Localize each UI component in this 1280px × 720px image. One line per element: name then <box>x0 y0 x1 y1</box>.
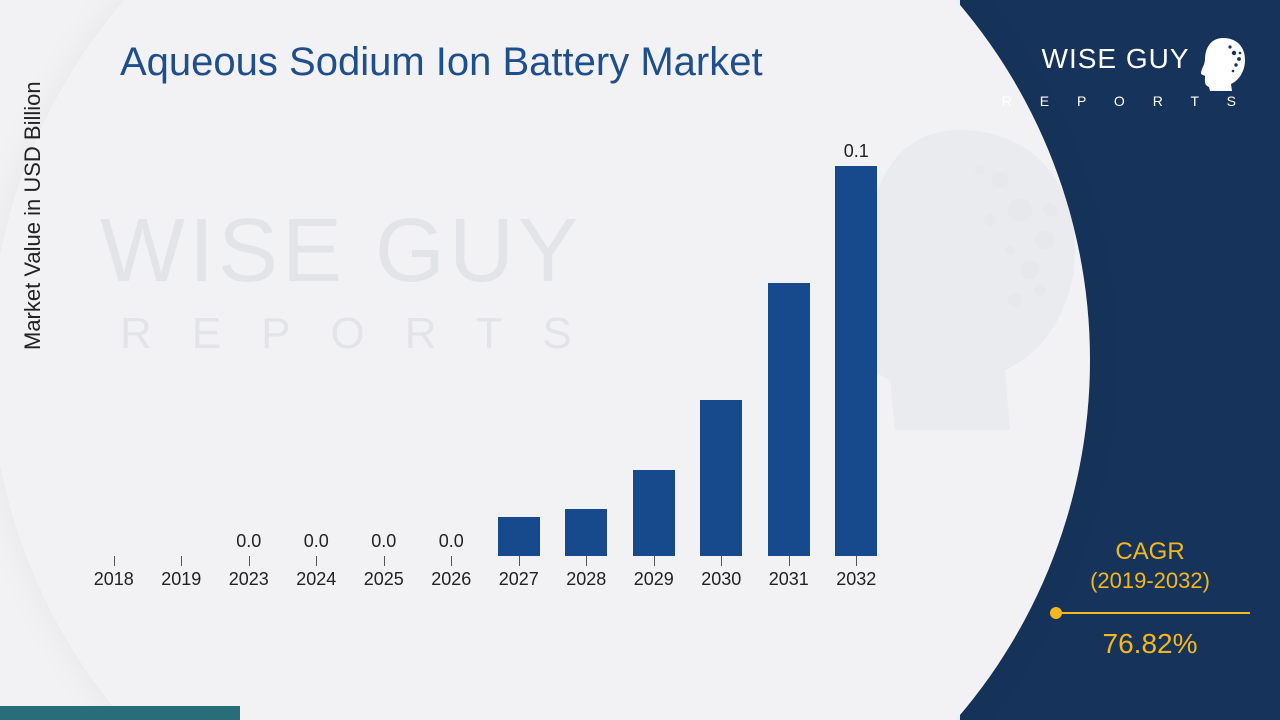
x-category-label: 2032 <box>823 569 890 590</box>
bar-chart: 201820190.020230.020240.020250.020262027… <box>80 150 890 590</box>
cagr-range: (2019-2032) <box>1050 568 1250 594</box>
x-category-label: 2019 <box>148 569 215 590</box>
bars-container: 201820190.020230.020240.020250.020262027… <box>80 150 890 556</box>
x-tick <box>181 556 182 566</box>
x-tick <box>789 556 790 566</box>
cagr-block: CAGR (2019-2032) 76.82% <box>1050 538 1250 660</box>
brand-logo: WISE GUY R E P O R T S <box>1002 36 1248 109</box>
bar-col: 2030 <box>688 396 755 556</box>
x-tick <box>856 556 857 566</box>
logo-main: WISE GUY <box>1042 43 1190 74</box>
bar-col: 0.02026 <box>418 531 485 556</box>
logo-head-icon <box>1200 36 1248 92</box>
bar-rect <box>633 470 675 556</box>
bar-rect <box>498 517 540 556</box>
bar-col: 2019 <box>148 552 215 556</box>
bar-value-label: 0.0 <box>439 531 464 552</box>
x-tick <box>384 556 385 566</box>
bar-col: 0.12032 <box>823 141 890 556</box>
bar-col: 2018 <box>80 552 147 556</box>
x-tick <box>586 556 587 566</box>
x-tick <box>316 556 317 566</box>
bar-value-label: 0.1 <box>844 141 869 162</box>
bar-col: 2027 <box>485 513 552 556</box>
bar-col: 0.02023 <box>215 531 282 556</box>
x-tick <box>451 556 452 566</box>
bar-value-label: 0.0 <box>371 531 396 552</box>
bottom-strip <box>0 706 240 720</box>
x-tick <box>114 556 115 566</box>
page: WISE GUY REPORTS Aqueous Sodium Ion Batt… <box>0 0 1280 720</box>
bar-col: 2031 <box>755 279 822 556</box>
x-tick <box>519 556 520 566</box>
x-category-label: 2026 <box>418 569 485 590</box>
bar-rect <box>768 283 810 556</box>
bar-rect <box>835 166 877 556</box>
bar-col: 2028 <box>553 505 620 556</box>
y-axis-label: Market Value in USD Billion <box>20 81 46 350</box>
x-category-label: 2023 <box>215 569 282 590</box>
bar-rect <box>700 400 742 556</box>
x-tick <box>249 556 250 566</box>
x-category-label: 2027 <box>485 569 552 590</box>
x-category-label: 2018 <box>80 569 147 590</box>
x-category-label: 2028 <box>553 569 620 590</box>
bar-col: 2029 <box>620 466 687 556</box>
x-tick <box>654 556 655 566</box>
chart-title: Aqueous Sodium Ion Battery Market <box>120 40 763 85</box>
x-category-label: 2024 <box>283 569 350 590</box>
bar-col: 0.02025 <box>350 531 417 556</box>
x-category-label: 2025 <box>350 569 417 590</box>
bar-rect <box>565 509 607 556</box>
logo-sub: R E P O R T S <box>1002 94 1248 109</box>
x-category-label: 2031 <box>755 569 822 590</box>
x-category-label: 2029 <box>620 569 687 590</box>
bar-col: 0.02024 <box>283 531 350 556</box>
bar-value-label: 0.0 <box>304 531 329 552</box>
bar-value-label: 0.0 <box>236 531 261 552</box>
x-category-label: 2030 <box>688 569 755 590</box>
cagr-divider <box>1050 612 1250 614</box>
cagr-value: 76.82% <box>1050 628 1250 660</box>
x-tick <box>721 556 722 566</box>
cagr-label: CAGR <box>1050 538 1250 566</box>
